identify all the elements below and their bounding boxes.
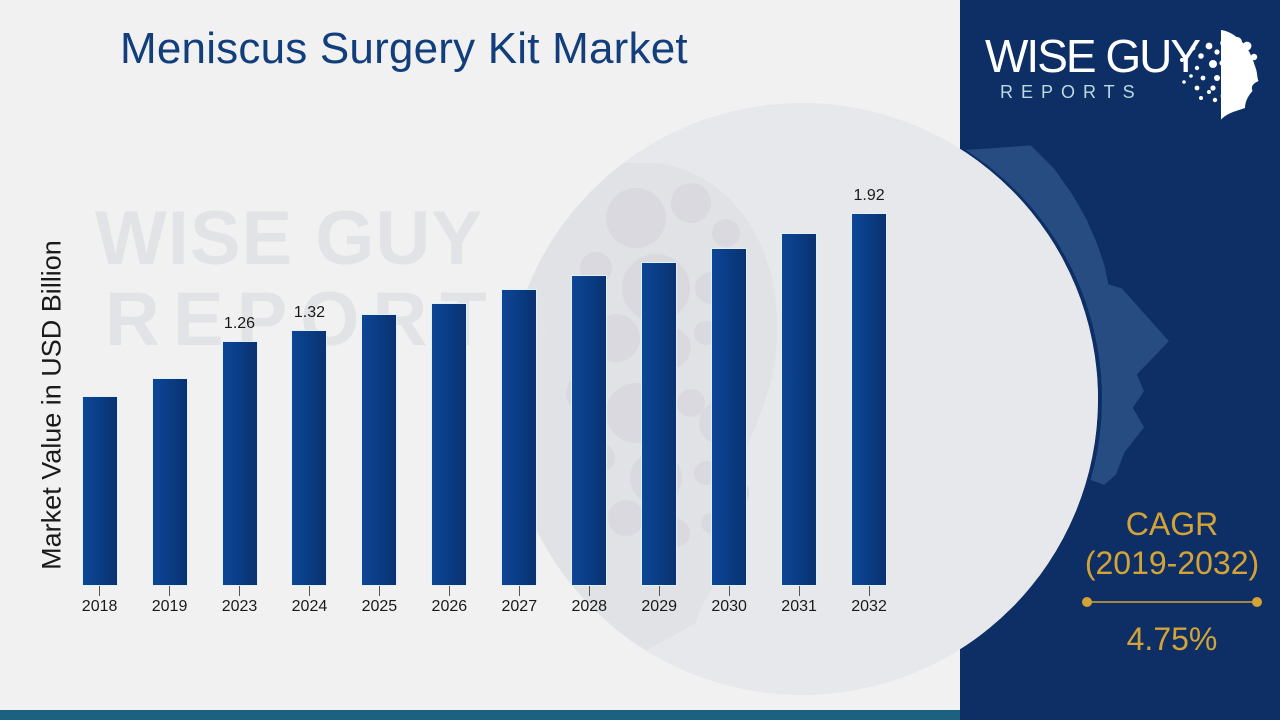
svg-text:WISE GUY: WISE GUY (985, 30, 1200, 82)
svg-text:REPORTS: REPORTS (1000, 82, 1143, 102)
